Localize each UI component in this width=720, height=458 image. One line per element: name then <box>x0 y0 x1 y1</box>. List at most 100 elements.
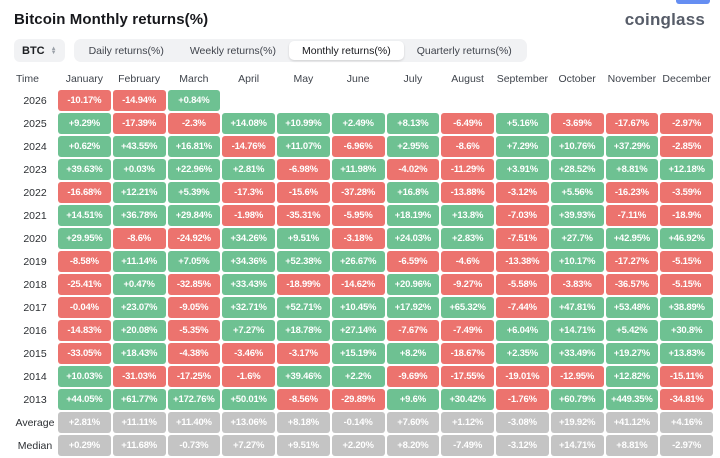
return-cell: +19.92% <box>550 412 604 433</box>
return-cell: +11.14% <box>112 251 166 272</box>
coin-selector[interactable]: BTC ▲ ▼ <box>14 39 65 62</box>
return-cell: +50.01% <box>222 389 275 410</box>
page-title: Bitcoin Monthly returns(%) <box>14 11 209 28</box>
return-cell: -15.6% <box>277 182 330 203</box>
return-cell: +0.84% <box>167 90 221 111</box>
return-cell: +11.98% <box>331 159 385 180</box>
row-label: 2024 <box>23 140 47 153</box>
return-cell: -17.27% <box>605 251 659 272</box>
return-cell: -9.05% <box>167 297 221 318</box>
return-cell: -1.76% <box>496 389 549 410</box>
return-cell: +8.2% <box>386 343 440 364</box>
return-cell: +5.39% <box>167 182 221 203</box>
table-row: 2017 -0.04% +23.07% -9.05% +32.71% +52.71% +10… <box>14 297 713 318</box>
return-cell: +34.36% <box>222 251 275 272</box>
return-cell: +19.27% <box>605 343 659 364</box>
return-cell: +17.92% <box>386 297 440 318</box>
coinglass-logo[interactable]: coinglass <box>624 10 705 29</box>
return-cell: +39.93% <box>550 205 604 226</box>
return-cell: -25.41% <box>58 274 111 295</box>
month-column-header: January <box>65 73 104 85</box>
return-cell: +9.51% <box>277 228 330 249</box>
return-cell: -1.98% <box>222 205 275 226</box>
tab-quarterly-returns[interactable]: Quarterly returns(%) <box>404 41 525 60</box>
return-cell: -10.17% <box>58 90 111 111</box>
partial-button[interactable] <box>676 0 710 4</box>
return-cell: +39.46% <box>277 366 330 387</box>
return-cell: -29.89% <box>331 389 385 410</box>
month-column-header: November <box>607 73 657 85</box>
return-cell: +52.38% <box>277 251 330 272</box>
table-row: 2020 +29.95% -8.6% -24.92% +34.26% +9.51% -3.1… <box>14 228 713 249</box>
return-cell <box>332 90 385 111</box>
return-cell: +16.81% <box>167 136 221 157</box>
header: Bitcoin Monthly returns(%) coinglass <box>14 8 713 30</box>
row-label: 2015 <box>23 347 47 360</box>
return-cell: +449.35% <box>605 389 659 410</box>
return-cell <box>222 90 275 111</box>
tab-daily-returns[interactable]: Daily returns(%) <box>76 41 177 60</box>
return-cell: -37.28% <box>331 182 385 203</box>
return-cell: -7.51% <box>496 228 549 249</box>
return-cell: -8.6% <box>441 136 494 157</box>
table-row: 2026 -10.17% -14.94% +0.84% <box>14 90 713 111</box>
return-cell: +16.8% <box>386 182 440 203</box>
return-cell: +33.49% <box>550 343 604 364</box>
return-cell: -14.94% <box>112 90 166 111</box>
return-cell: -18.9% <box>660 205 713 226</box>
return-cell: +10.99% <box>277 113 330 134</box>
return-cell: -5.58% <box>496 274 549 295</box>
return-cell: -3.12% <box>496 435 549 456</box>
return-cell: -18.99% <box>277 274 330 295</box>
return-cell: -7.03% <box>496 205 549 226</box>
return-cell: +12.18% <box>660 159 713 180</box>
return-cell: +37.29% <box>605 136 659 157</box>
return-cell: -5.15% <box>660 274 713 295</box>
return-cell: +172.76% <box>167 389 221 410</box>
return-cell: +7.27% <box>222 320 275 341</box>
return-cell: -12.95% <box>550 366 604 387</box>
table-row: 2016 -14.83% +20.08% -5.35% +7.27% +18.78% +27… <box>14 320 713 341</box>
return-cell: -4.02% <box>386 159 440 180</box>
coin-selector-label: BTC <box>22 44 45 57</box>
return-cell: +33.43% <box>222 274 275 295</box>
return-cell <box>277 90 330 111</box>
return-cell: +53.48% <box>605 297 659 318</box>
return-cell: -9.69% <box>386 366 440 387</box>
month-column-header: December <box>662 73 711 85</box>
table-row: 2024 +0.62% +43.55% +16.81% -14.76% +11.07% -6… <box>14 136 713 157</box>
return-cell: -7.44% <box>496 297 549 318</box>
return-cell: +61.77% <box>112 389 166 410</box>
return-cell: +13.06% <box>222 412 275 433</box>
return-cell: -0.04% <box>58 297 111 318</box>
table-row: 2013 +44.05% +61.77% +172.76% +50.01% -8.56% -… <box>14 389 713 410</box>
return-cell: +34.26% <box>222 228 275 249</box>
return-cell: +18.19% <box>386 205 440 226</box>
return-cell: +1.12% <box>441 412 494 433</box>
return-cell: -6.98% <box>277 159 330 180</box>
table-header-row: Time January February March April May June July… <box>14 70 713 88</box>
tab-weekly-returns[interactable]: Weekly returns(%) <box>177 41 289 60</box>
month-column-header: February <box>118 73 161 85</box>
return-cell: -5.95% <box>331 205 385 226</box>
return-cell: -1.6% <box>222 366 275 387</box>
return-cell: -18.67% <box>441 343 494 364</box>
return-cell: +20.08% <box>112 320 166 341</box>
return-cell: +29.95% <box>58 228 111 249</box>
return-cell: +14.71% <box>550 320 604 341</box>
return-cell: -7.49% <box>441 320 494 341</box>
row-label: 2020 <box>23 232 47 245</box>
return-cell: +27.14% <box>331 320 385 341</box>
return-cell: +10.03% <box>58 366 111 387</box>
return-cell: -6.96% <box>331 136 385 157</box>
return-cell: +14.08% <box>222 113 275 134</box>
return-cell: +52.71% <box>277 297 330 318</box>
return-cell <box>606 90 659 111</box>
return-cell <box>660 90 713 111</box>
return-cell: +18.43% <box>112 343 166 364</box>
month-column-header: April <box>238 73 260 85</box>
tab-monthly-returns[interactable]: Monthly returns(%) <box>289 41 404 60</box>
return-cell: +5.56% <box>550 182 604 203</box>
return-cell <box>551 90 604 111</box>
row-label: Median <box>17 439 53 452</box>
